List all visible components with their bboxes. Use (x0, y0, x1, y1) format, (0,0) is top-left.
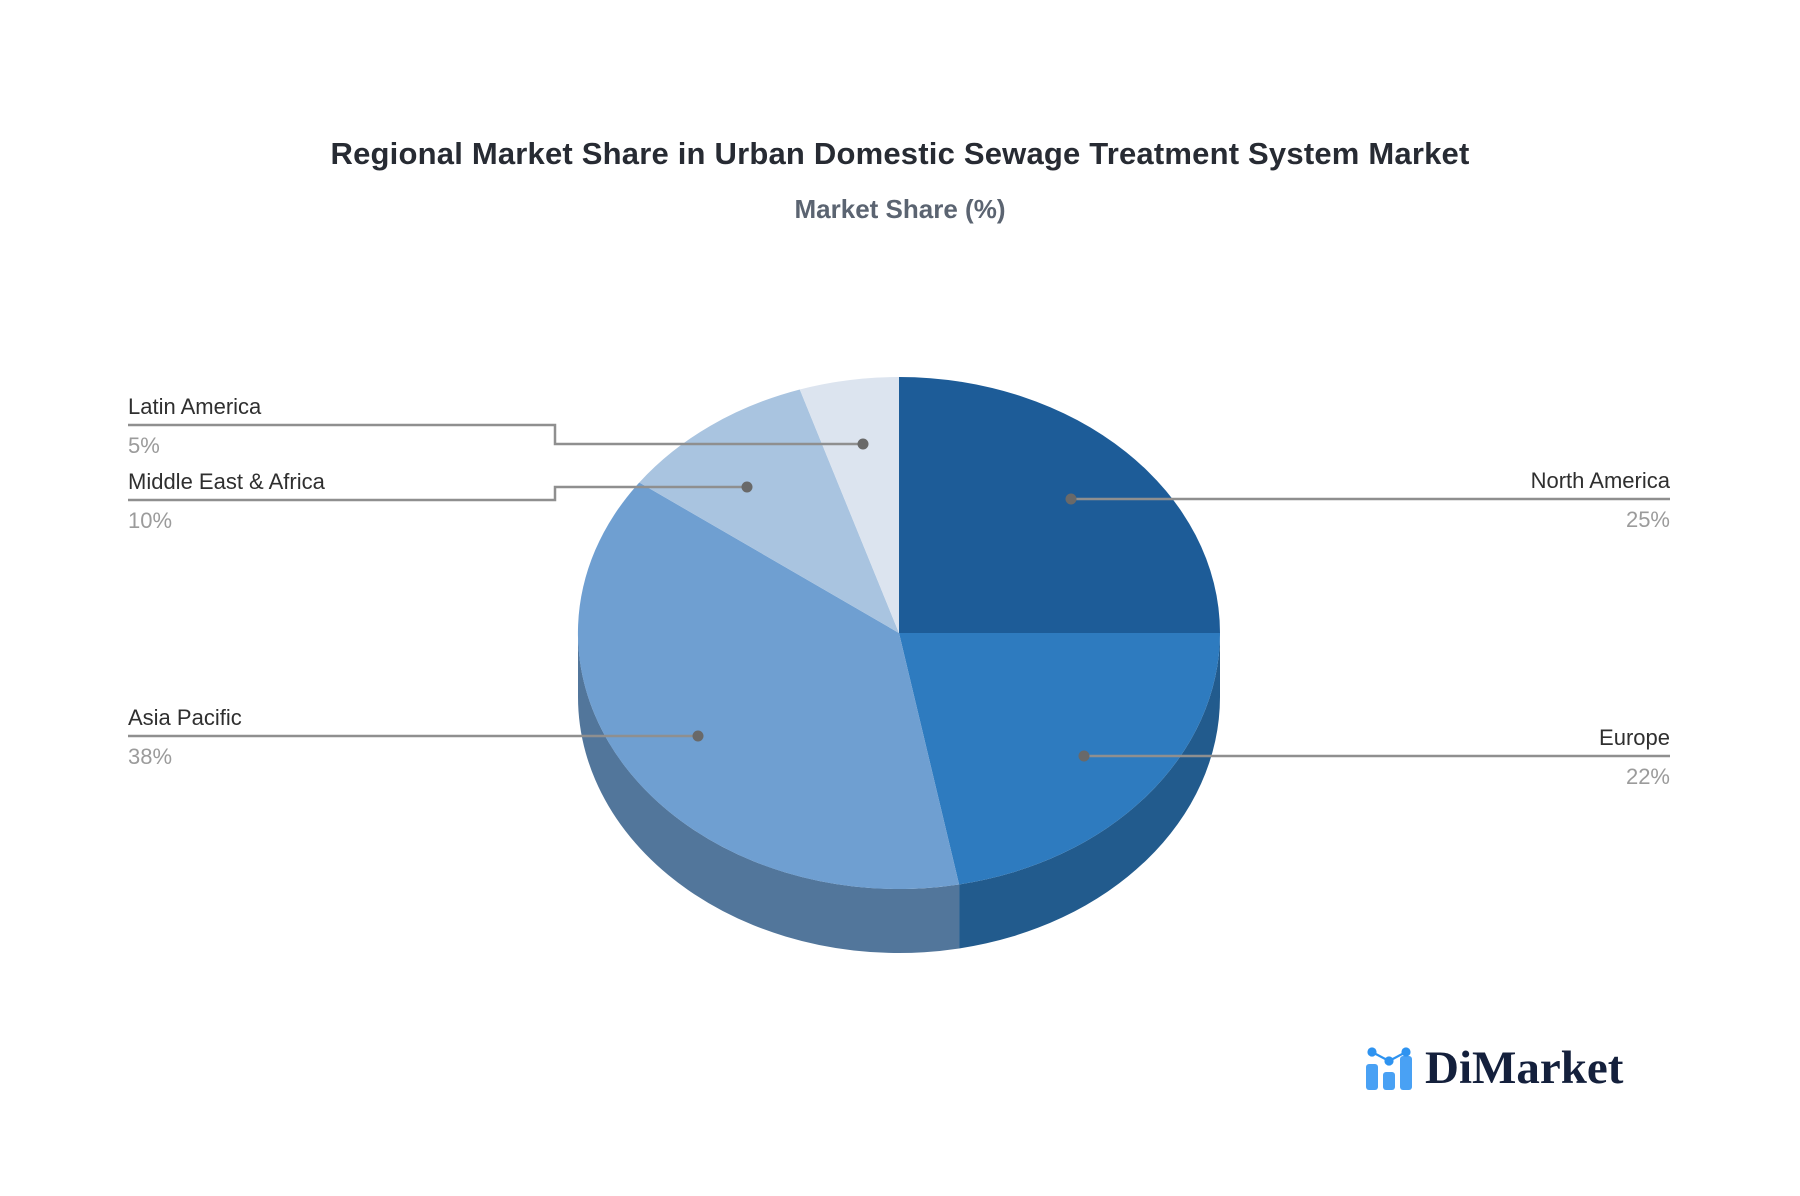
leader-dot-north-america (1065, 493, 1077, 505)
pie-slice-latin-america[interactable] (799, 377, 899, 633)
chart-subtitle: Market Share (%) (794, 194, 1006, 224)
slice-label-north-america: North America (1530, 468, 1670, 493)
pie-slice-europe[interactable] (899, 633, 1220, 885)
leader-line-middle-east-africa (128, 485, 747, 502)
slice-label-latin-america: Latin America (128, 394, 262, 419)
bar-line-chart-icon (1366, 1047, 1412, 1090)
pie-rim-europe (959, 633, 1220, 949)
slice-percent-asia-pacific: 38% (128, 744, 173, 769)
pie-rim-asia-pacific (577, 633, 960, 954)
slice-label-asia-pacific: Asia Pacific (128, 705, 242, 730)
pie-slice-north-america[interactable] (899, 377, 1220, 633)
leader-dot-middle-east-africa (741, 481, 753, 493)
slice-percent-middle-east-africa: 10% (128, 508, 173, 533)
brand-logo: DiMarket (1366, 1042, 1623, 1094)
pie-slice-asia-pacific[interactable] (577, 482, 960, 890)
leader-dot-latin-america (857, 438, 869, 450)
chart-title: Regional Market Share in Urban Domestic … (330, 136, 1470, 171)
slice-label-europe: Europe (1599, 725, 1670, 750)
slice-percent-europe: 22% (1625, 764, 1670, 789)
slice-label-middle-east-africa: Middle East & Africa (128, 469, 325, 494)
leader-line-latin-america (128, 423, 863, 446)
brand-name: DiMarket (1425, 1042, 1624, 1094)
leader-dot-europe (1078, 750, 1090, 762)
leader-dot-asia-pacific (692, 730, 704, 742)
slice-percent-north-america: 25% (1625, 507, 1670, 532)
slice-percent-latin-america: 5% (128, 433, 160, 458)
pie-slice-middle-east-africa[interactable] (639, 389, 899, 634)
